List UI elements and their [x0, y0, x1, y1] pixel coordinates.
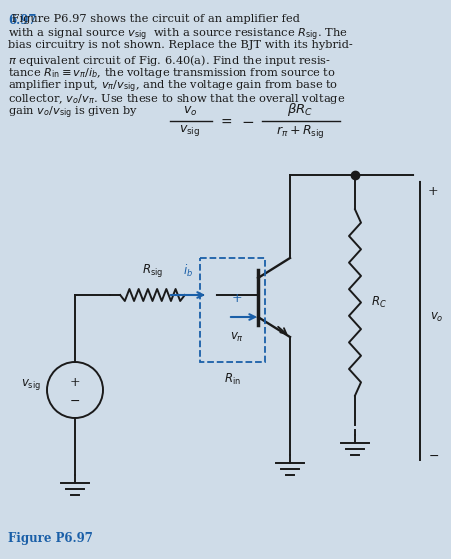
- Text: $v_o$: $v_o$: [429, 311, 442, 324]
- Text: tance $R_{\rm in}\equiv v_{\pi}/i_b$, the voltage transmission from source to: tance $R_{\rm in}\equiv v_{\pi}/i_b$, th…: [8, 66, 335, 80]
- Text: $=$: $=$: [217, 114, 232, 128]
- Text: amplifier input, $v_{\pi}/v_{\rm sig}$, and the voltage gain from base to: amplifier input, $v_{\pi}/v_{\rm sig}$, …: [8, 79, 337, 96]
- Text: $-$: $-$: [427, 448, 438, 462]
- Text: $v_{\rm sig}$: $v_{\rm sig}$: [179, 123, 200, 138]
- Text: $v_{\pi}$: $v_{\pi}$: [230, 330, 244, 344]
- Text: Figure P6.97: Figure P6.97: [8, 532, 92, 545]
- Text: $-$: $-$: [69, 394, 80, 406]
- Text: +: +: [231, 292, 242, 305]
- Text: $\pi$ equivalent circuit of Fig. 6.40(a). Find the input resis-: $\pi$ equivalent circuit of Fig. 6.40(a)…: [8, 53, 330, 68]
- Text: gain $v_o/v_{\rm sig}$ is given by: gain $v_o/v_{\rm sig}$ is given by: [8, 105, 138, 121]
- Text: $r_{\pi}+R_{\rm sig}$: $r_{\pi}+R_{\rm sig}$: [275, 123, 323, 140]
- Text: $R_{\rm sig}$: $R_{\rm sig}$: [142, 262, 163, 279]
- Text: $v_o$: $v_o$: [182, 105, 197, 118]
- Text: +: +: [427, 185, 437, 198]
- Text: $i_b$: $i_b$: [183, 263, 193, 279]
- Text: $R_{\rm in}$: $R_{\rm in}$: [224, 372, 240, 387]
- Text: $v_{\rm sig}$: $v_{\rm sig}$: [21, 377, 41, 391]
- Text: +: +: [69, 376, 80, 389]
- Text: $R_C$: $R_C$: [370, 295, 386, 310]
- Circle shape: [205, 290, 215, 300]
- Circle shape: [414, 170, 424, 180]
- Text: with a signal source $v_{\rm sig}$  with a source resistance $R_{\rm sig}$. The: with a signal source $v_{\rm sig}$ with …: [8, 27, 347, 44]
- Text: Figure P6.97 shows the circuit of an amplifier fed: Figure P6.97 shows the circuit of an amp…: [8, 14, 299, 24]
- Text: $\beta R_C$: $\beta R_C$: [286, 101, 313, 118]
- Text: collector, $v_o/v_{\pi}$. Use these to show that the overall voltage: collector, $v_o/v_{\pi}$. Use these to s…: [8, 92, 345, 106]
- Text: 6.97: 6.97: [8, 14, 37, 27]
- Text: bias circuitry is not shown. Replace the BJT with its hybrid-: bias circuitry is not shown. Replace the…: [8, 40, 352, 50]
- Text: $-$: $-$: [241, 114, 254, 128]
